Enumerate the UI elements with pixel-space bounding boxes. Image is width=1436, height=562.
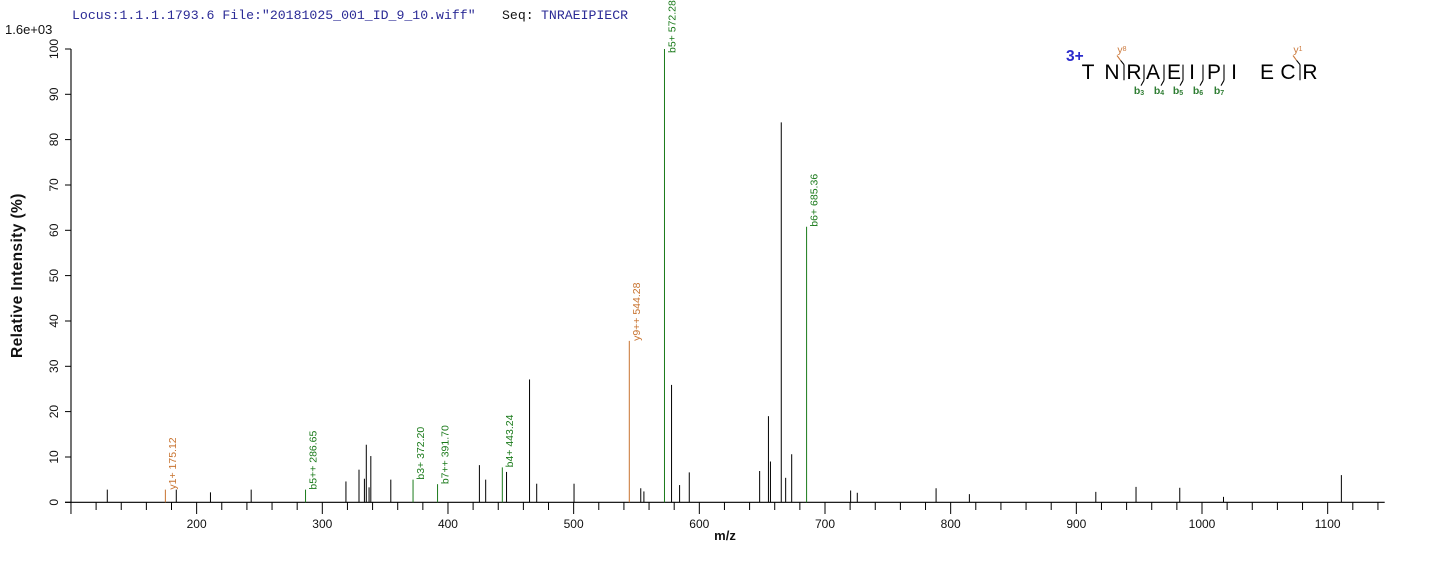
svg-text:90: 90 bbox=[47, 87, 61, 101]
svg-text:Locus:1.1.1.1793.6 File:"20181: Locus:1.1.1.1793.6 File:"20181025_001_ID… bbox=[72, 8, 476, 23]
svg-text:E: E bbox=[1167, 61, 1181, 84]
svg-text:Seq:: Seq: bbox=[502, 8, 534, 23]
svg-text:700: 700 bbox=[815, 517, 835, 531]
svg-text:800: 800 bbox=[941, 517, 961, 531]
svg-text:60: 60 bbox=[47, 223, 61, 237]
svg-text:I: I bbox=[1231, 61, 1237, 84]
svg-text:200: 200 bbox=[187, 517, 207, 531]
svg-text:300: 300 bbox=[312, 517, 332, 531]
svg-text:N: N bbox=[1104, 61, 1119, 84]
svg-text:b5++ 286.65: b5++ 286.65 bbox=[307, 430, 319, 489]
svg-text:100: 100 bbox=[47, 39, 61, 59]
svg-text:80: 80 bbox=[47, 133, 61, 147]
svg-text:I: I bbox=[1189, 61, 1195, 84]
svg-text:10: 10 bbox=[47, 450, 61, 464]
svg-text:T: T bbox=[1082, 61, 1095, 84]
svg-text:20: 20 bbox=[47, 405, 61, 419]
svg-text:TNRAEIPIECR: TNRAEIPIECR bbox=[541, 8, 628, 23]
svg-text:C: C bbox=[1280, 61, 1295, 84]
svg-text:40: 40 bbox=[47, 314, 61, 328]
svg-text:b4+ 443.24: b4+ 443.24 bbox=[504, 414, 516, 467]
svg-text:600: 600 bbox=[689, 517, 709, 531]
svg-text:y1+ 175.12: y1+ 175.12 bbox=[167, 437, 179, 489]
svg-text:50: 50 bbox=[47, 269, 61, 283]
svg-text:b5+ 572.28: b5+ 572.28 bbox=[666, 0, 678, 53]
svg-text:900: 900 bbox=[1066, 517, 1086, 531]
svg-text:R: R bbox=[1126, 61, 1141, 84]
svg-text:400: 400 bbox=[438, 517, 458, 531]
svg-text:Relative Intensity (%): Relative Intensity (%) bbox=[9, 193, 26, 358]
svg-text:1100: 1100 bbox=[1315, 517, 1341, 531]
svg-text:E: E bbox=[1260, 61, 1274, 84]
svg-text:1.6e+03: 1.6e+03 bbox=[5, 22, 52, 37]
svg-text:500: 500 bbox=[564, 517, 584, 531]
svg-text:0: 0 bbox=[47, 499, 61, 506]
svg-text:b3+ 372.20: b3+ 372.20 bbox=[415, 427, 427, 480]
svg-text:1000: 1000 bbox=[1189, 517, 1216, 531]
svg-text:b6+ 685.36: b6+ 685.36 bbox=[808, 174, 820, 227]
svg-text:30: 30 bbox=[47, 359, 61, 373]
svg-text:R: R bbox=[1302, 61, 1317, 84]
svg-text:m/z: m/z bbox=[714, 528, 736, 543]
svg-text:b7++ 391.70: b7++ 391.70 bbox=[439, 425, 451, 484]
svg-text:A: A bbox=[1146, 61, 1160, 84]
svg-text:70: 70 bbox=[47, 178, 61, 192]
svg-text:P: P bbox=[1207, 61, 1221, 84]
svg-text:y9++ 544.28: y9++ 544.28 bbox=[631, 282, 643, 341]
